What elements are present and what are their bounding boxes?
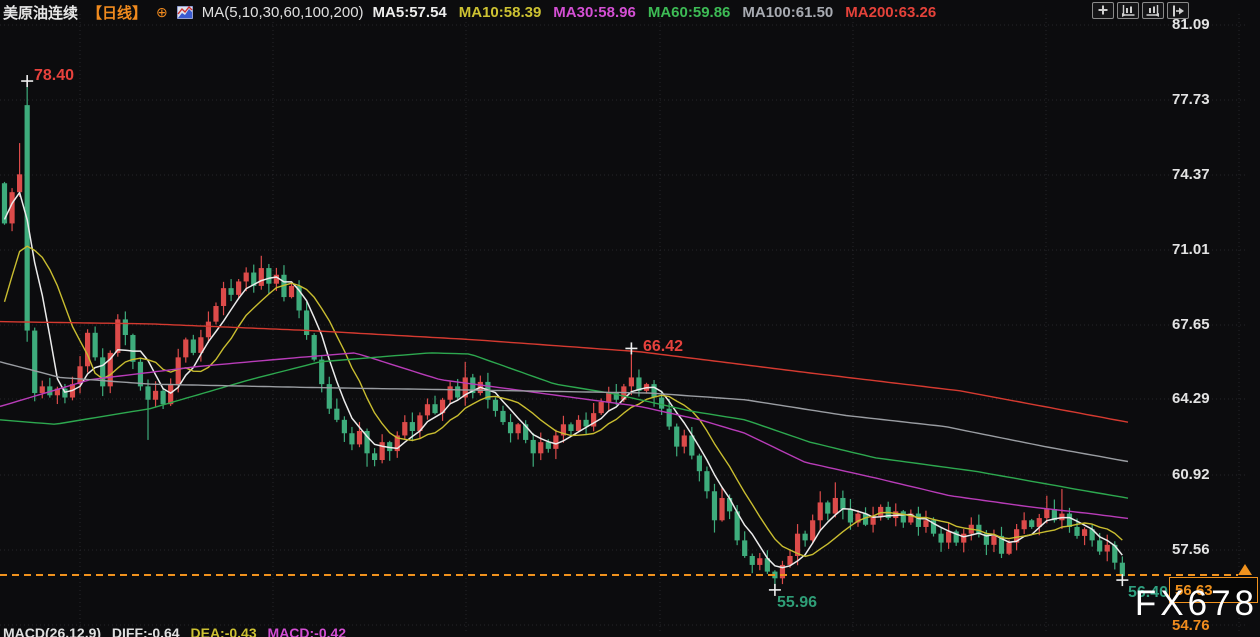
instrument-title: 美原油连续: [3, 4, 79, 22]
ma-value-4: MA100:61.50: [742, 3, 834, 21]
mini-chart-icon[interactable]: [176, 5, 193, 19]
ma-value-3: MA60:59.86: [647, 3, 731, 21]
macd-legend-bar: MACD(26,12,9) DIFF:-0.64 DEA:-0.43 MACD:…: [3, 625, 353, 637]
pan-icon[interactable]: [1092, 2, 1114, 19]
y-axis-label: 67.65: [1172, 316, 1210, 333]
price-alert-arrow-icon: [1238, 564, 1252, 575]
chart-legend-bar: 美原油连续 【日线】 ⊕ MA(5,10,30,60,100,200) MA5:…: [3, 2, 936, 22]
macd-dea-value: DEA:-0.43: [190, 625, 257, 637]
ma-line-ma10: [3, 245, 1123, 558]
price-annotation: 55.96: [777, 594, 817, 611]
price-annotation: 66.42: [643, 338, 683, 355]
y-axis-label: 57.56: [1172, 541, 1210, 558]
ma-value-1: MA10:58.39: [458, 3, 542, 21]
ma-line-ma60: [0, 352, 1129, 499]
current-price-box: 56.63: [1169, 577, 1258, 603]
ma-line-ma30: [0, 352, 1129, 520]
shift-right-icon[interactable]: [1167, 2, 1189, 19]
ma-value-2: MA30:58.96: [553, 3, 636, 21]
y-axis-label: 77.73: [1172, 91, 1210, 108]
gridlines: [0, 14, 1245, 634]
ma-line-ma5: [3, 191, 1123, 569]
target-icon[interactable]: ⊕: [156, 3, 168, 20]
price-annotation: 56.40: [1128, 584, 1168, 601]
chart-toolbar: [1092, 2, 1189, 19]
ma-line-ma200: [0, 320, 1129, 423]
ma-value-0: MA5:57.54: [372, 3, 447, 21]
y-axis-label-low: 54.76: [1172, 617, 1210, 634]
macd-macd-value: MACD:-0.42: [267, 625, 347, 637]
axis-left-icon[interactable]: [1117, 2, 1139, 19]
y-axis-label: 64.29: [1172, 390, 1210, 407]
extreme-markers: [21, 75, 1129, 596]
ma-value-5: MA200:63.26: [845, 3, 937, 21]
ma-param-label: MA(5,10,30,60,100,200): [201, 3, 364, 21]
y-axis-label: 81.09: [1172, 16, 1210, 33]
ma-values: MA5:57.54 MA10:58.39 MA30:58.96 MA60:59.86 M…: [373, 4, 937, 21]
price-annotation: 78.40: [34, 67, 74, 84]
axis-right-icon[interactable]: [1142, 2, 1164, 19]
fx678-watermark: FX678: [1134, 584, 1258, 623]
y-axis-label: 60.92: [1172, 466, 1210, 483]
y-axis-label: 74.37: [1172, 166, 1210, 183]
macd-diff-value: DIFF:-0.64: [111, 625, 180, 637]
candlesticks: [1, 85, 1125, 586]
ma-line-ma100: [0, 361, 1129, 463]
y-axis-label: 71.01: [1172, 241, 1210, 258]
timeframe-label[interactable]: 【日线】: [87, 4, 148, 22]
macd-param-label: MACD(26,12,9): [3, 625, 102, 637]
ma-lines: [0, 191, 1129, 569]
